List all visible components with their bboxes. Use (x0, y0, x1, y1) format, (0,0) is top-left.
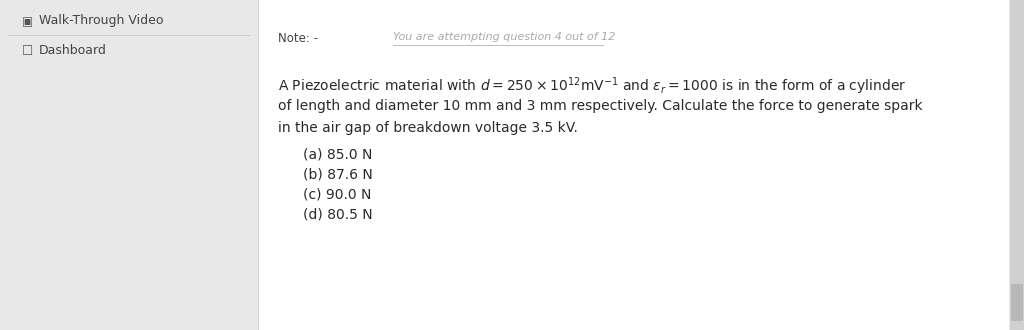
FancyBboxPatch shape (1011, 284, 1023, 321)
Text: Note: -: Note: - (278, 32, 318, 45)
Text: of length and diameter 10 mm and 3 mm respectively. Calculate the force to gener: of length and diameter 10 mm and 3 mm re… (278, 99, 923, 113)
Text: A Piezoelectric material with $d = 250\times10^{12}$mV$^{-1}$ and $\varepsilon_r: A Piezoelectric material with $d = 250\t… (278, 75, 906, 97)
FancyBboxPatch shape (1010, 0, 1024, 330)
FancyBboxPatch shape (0, 0, 258, 330)
Text: Walk-Through Video: Walk-Through Video (39, 14, 164, 27)
FancyBboxPatch shape (259, 0, 1009, 330)
Text: (b) 87.6 N: (b) 87.6 N (303, 168, 373, 182)
Text: Dashboard: Dashboard (39, 44, 106, 57)
Text: ☐: ☐ (22, 45, 33, 58)
Text: (d) 80.5 N: (d) 80.5 N (303, 208, 373, 222)
Text: (a) 85.0 N: (a) 85.0 N (303, 148, 373, 162)
Text: in the air gap of breakdown voltage 3.5 kV.: in the air gap of breakdown voltage 3.5 … (278, 121, 578, 135)
Text: You are attempting question 4 out of 12: You are attempting question 4 out of 12 (393, 32, 615, 42)
Text: (c) 90.0 N: (c) 90.0 N (303, 188, 372, 202)
Text: ▣: ▣ (22, 15, 33, 28)
